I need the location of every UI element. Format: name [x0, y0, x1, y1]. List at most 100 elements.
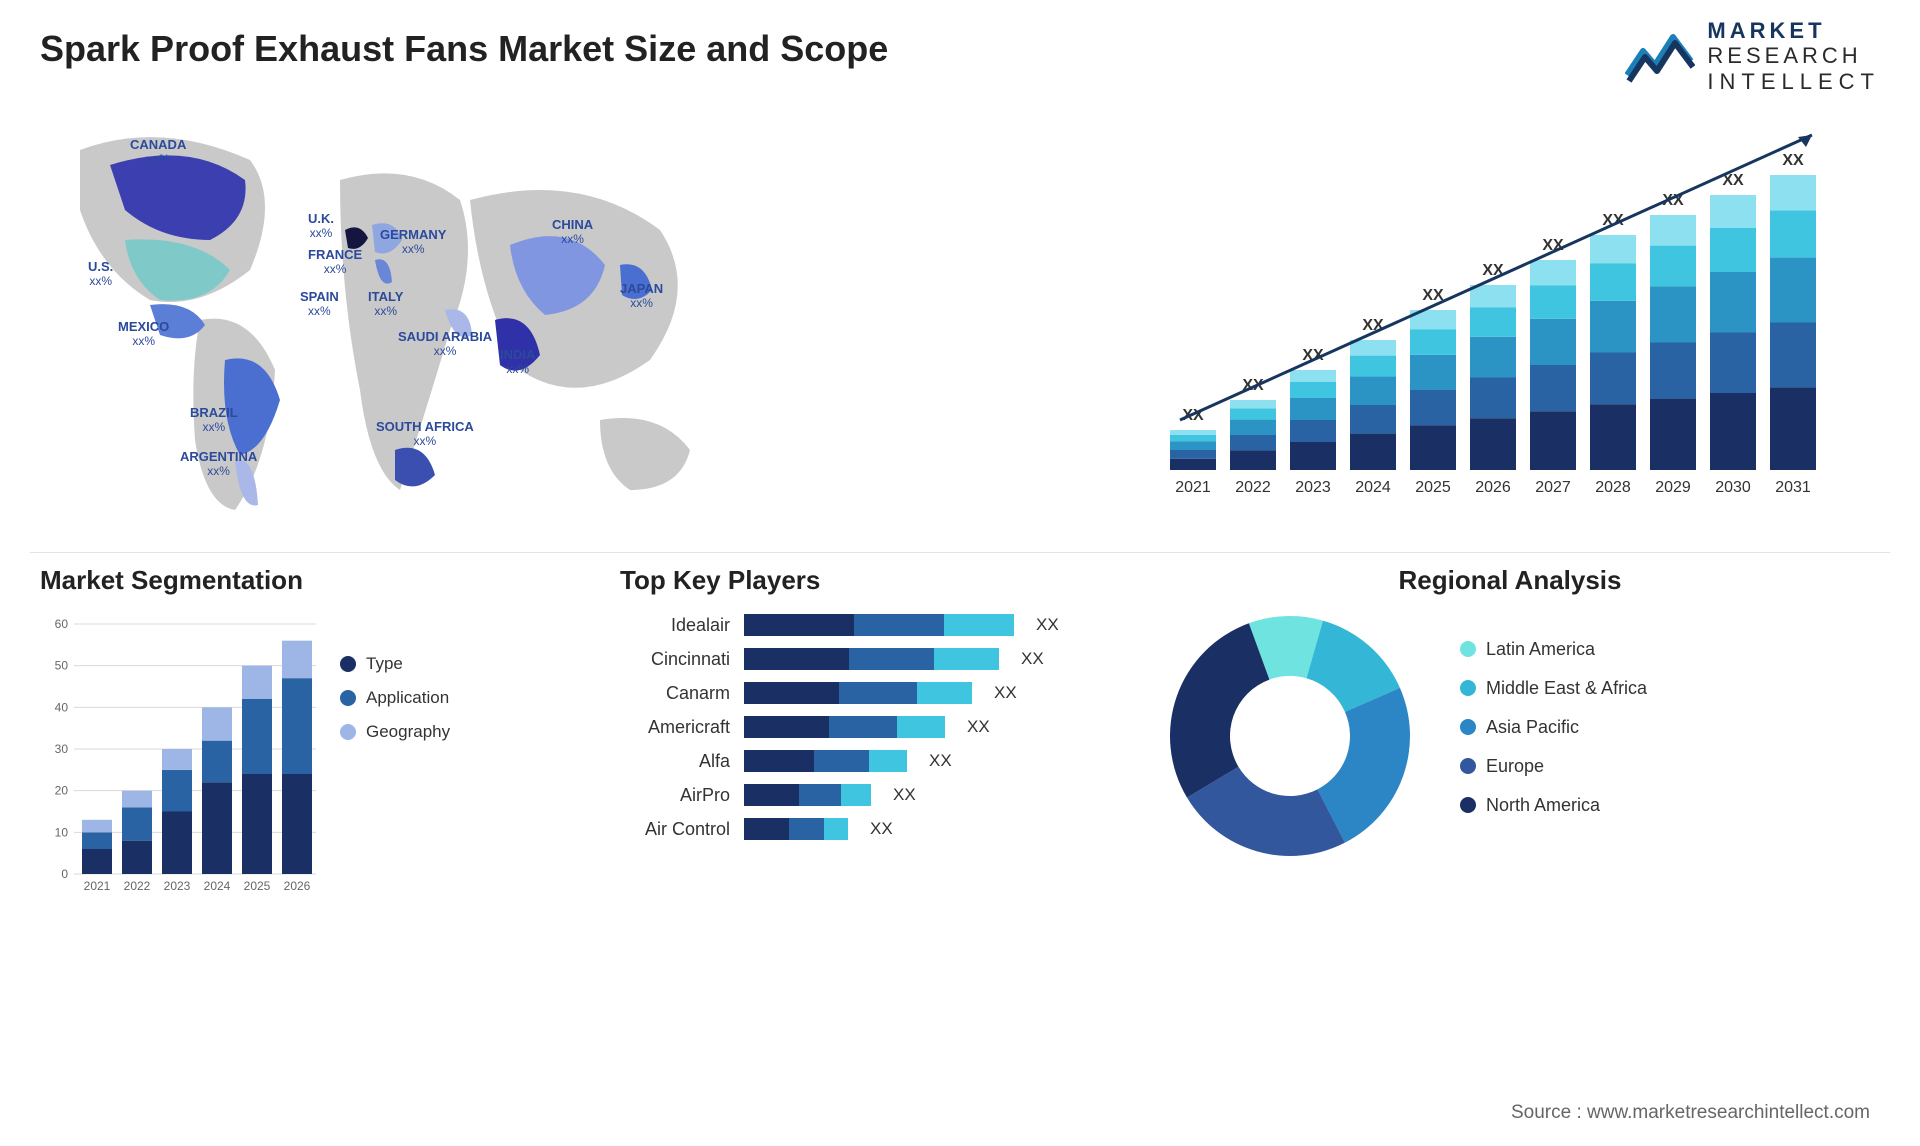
- growth-bar-seg: [1410, 329, 1456, 355]
- map-label: INDIAxx%: [500, 348, 535, 377]
- growth-bar-seg: [1770, 175, 1816, 210]
- segmentation-legend: TypeApplicationGeography: [340, 654, 450, 904]
- seg-bar-seg: [82, 820, 112, 833]
- growth-bar-year: 2021: [1175, 479, 1211, 496]
- regional-section: Regional Analysis Latin AmericaMiddle Ea…: [1160, 565, 1860, 866]
- svg-text:40: 40: [55, 700, 69, 714]
- map-label: JAPANxx%: [620, 282, 663, 311]
- growth-bar-seg: [1770, 323, 1816, 388]
- legend-item: Latin America: [1460, 639, 1647, 660]
- svg-text:2021: 2021: [84, 879, 111, 893]
- growth-bar-seg: [1710, 333, 1756, 394]
- growth-chart: XX2021XX2022XX2023XX2024XX2025XX2026XX20…: [1160, 130, 1840, 510]
- growth-bar-seg: [1470, 285, 1516, 307]
- player-bar-seg: [744, 648, 849, 670]
- growth-bar-seg: [1170, 459, 1216, 470]
- player-bar-seg: [744, 818, 789, 840]
- map-label: SPAINxx%: [300, 290, 339, 319]
- growth-bar-seg: [1170, 435, 1216, 441]
- logo-line3: INTELLECT: [1707, 69, 1880, 94]
- donut-slice: [1170, 623, 1269, 797]
- logo-icon: [1625, 27, 1695, 85]
- map-label: SOUTH AFRICAxx%: [376, 420, 474, 449]
- player-bar-seg: [849, 648, 934, 670]
- growth-bar-seg: [1650, 246, 1696, 287]
- segmentation-title: Market Segmentation: [40, 565, 560, 596]
- growth-bar-year: 2027: [1535, 479, 1571, 496]
- svg-text:30: 30: [55, 742, 69, 756]
- player-bar-seg: [854, 614, 944, 636]
- player-bar-seg: [824, 818, 848, 840]
- map-label: U.S.xx%: [88, 260, 113, 289]
- growth-bar-seg: [1350, 356, 1396, 377]
- player-bar-seg: [799, 784, 841, 806]
- map-label: BRAZILxx%: [190, 406, 238, 435]
- seg-bar-seg: [122, 841, 152, 874]
- player-bar: [744, 784, 871, 806]
- map-label: FRANCExx%: [308, 248, 362, 277]
- player-bar-seg: [934, 648, 999, 670]
- growth-bar-seg: [1590, 301, 1636, 353]
- map-label: ITALYxx%: [368, 290, 403, 319]
- growth-bar-seg: [1530, 411, 1576, 470]
- legend-item: Middle East & Africa: [1460, 678, 1647, 699]
- world-map: CANADAxx%U.S.xx%MEXICOxx%BRAZILxx%ARGENT…: [40, 110, 740, 530]
- map-label: CHINAxx%: [552, 218, 593, 247]
- seg-bar-seg: [242, 666, 272, 699]
- growth-bar-seg: [1590, 263, 1636, 301]
- seg-bar-seg: [122, 807, 152, 840]
- player-bar-seg: [789, 818, 824, 840]
- growth-bar-seg: [1410, 390, 1456, 425]
- player-bar: [744, 682, 972, 704]
- growth-bar-seg: [1590, 404, 1636, 470]
- player-value: XX: [870, 819, 893, 839]
- svg-text:20: 20: [55, 784, 69, 798]
- player-bar-seg: [829, 716, 897, 738]
- player-row: Idealair XX: [620, 614, 1100, 636]
- growth-bar-seg: [1170, 450, 1216, 459]
- growth-bar-seg: [1770, 387, 1816, 470]
- svg-text:2025: 2025: [244, 879, 271, 893]
- player-row: Alfa XX: [620, 750, 1100, 772]
- segmentation-section: Market Segmentation 01020304050602021202…: [40, 565, 560, 904]
- player-row: Canarm XX: [620, 682, 1100, 704]
- growth-bar-year: 2024: [1355, 479, 1391, 496]
- player-value: XX: [893, 785, 916, 805]
- seg-bar-seg: [82, 849, 112, 874]
- svg-text:2022: 2022: [124, 879, 151, 893]
- growth-bar-seg: [1650, 286, 1696, 342]
- player-bar-seg: [869, 750, 907, 772]
- players-list: Idealair XXCincinnati XXCanarm XXAmericr…: [620, 614, 1100, 840]
- seg-bar-seg: [202, 707, 232, 740]
- seg-bar-seg: [202, 741, 232, 783]
- player-bar-seg: [897, 716, 945, 738]
- player-bar: [744, 614, 1014, 636]
- growth-bar-seg: [1590, 235, 1636, 263]
- player-name: Air Control: [620, 819, 730, 840]
- growth-bar-year: 2022: [1235, 479, 1271, 496]
- player-name: Cincinnati: [620, 649, 730, 670]
- seg-bar-seg: [162, 770, 192, 812]
- player-bar: [744, 818, 848, 840]
- growth-bar-seg: [1770, 258, 1816, 323]
- growth-bar-seg: [1470, 418, 1516, 470]
- growth-bar-seg: [1290, 398, 1336, 420]
- player-row: AirPro XX: [620, 784, 1100, 806]
- player-value: XX: [994, 683, 1017, 703]
- player-name: Idealair: [620, 615, 730, 636]
- seg-bar-seg: [162, 812, 192, 875]
- player-bar-seg: [744, 716, 829, 738]
- player-value: XX: [1036, 615, 1059, 635]
- growth-bar-seg: [1350, 376, 1396, 405]
- seg-bar-seg: [282, 774, 312, 874]
- growth-bar-seg: [1410, 355, 1456, 390]
- player-bar: [744, 750, 907, 772]
- player-row: Cincinnati XX: [620, 648, 1100, 670]
- growth-bar-seg: [1710, 272, 1756, 333]
- player-name: Canarm: [620, 683, 730, 704]
- growth-bar-seg: [1230, 450, 1276, 470]
- growth-bar-seg: [1650, 343, 1696, 399]
- growth-bar-seg: [1710, 195, 1756, 228]
- growth-bar-seg: [1770, 210, 1816, 257]
- player-name: Alfa: [620, 751, 730, 772]
